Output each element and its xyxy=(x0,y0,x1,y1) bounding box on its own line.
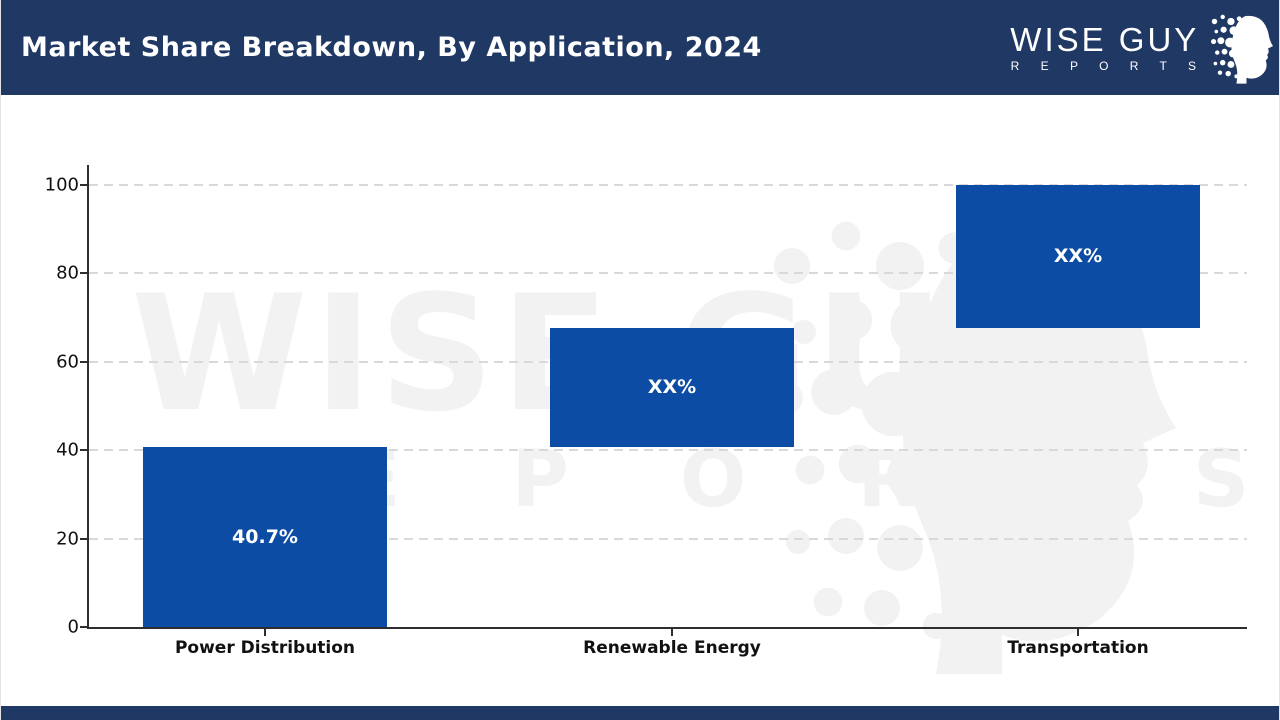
bar-renewable-energy: XX% xyxy=(550,327,794,448)
y-tick-label-60: 60 xyxy=(56,351,79,373)
gridline-100 xyxy=(89,184,1247,186)
bar-value-label: XX% xyxy=(1053,245,1103,268)
y-tick-0 xyxy=(80,626,88,628)
page-title: Market Share Breakdown, By Application, … xyxy=(21,32,762,63)
category-label-2: Transportation xyxy=(1007,638,1149,658)
x-tick-2 xyxy=(1077,629,1079,636)
x-axis xyxy=(87,627,1247,629)
bar-value-label: XX% xyxy=(647,376,697,399)
x-tick-1 xyxy=(671,629,673,636)
footer-bar xyxy=(1,706,1279,720)
y-tick-label-100: 100 xyxy=(44,174,79,196)
y-tick-80 xyxy=(80,272,88,275)
y-tick-label-0: 0 xyxy=(67,616,79,638)
dotted-face-icon xyxy=(1211,14,1273,84)
bar-transportation: XX% xyxy=(956,185,1200,328)
y-axis xyxy=(87,165,89,629)
gridline-20 xyxy=(89,537,1247,540)
gridline-80 xyxy=(89,272,1247,275)
y-tick-60 xyxy=(80,360,88,363)
gridline-40 xyxy=(89,449,1247,452)
y-tick-20 xyxy=(80,537,88,540)
y-tick-40 xyxy=(80,449,88,452)
logo-subtitle: R E P O R T S xyxy=(1010,59,1205,74)
wise-guy-logo: WISE GUY R E P O R T S xyxy=(1005,10,1273,86)
bar-power-distribution: 40.7% xyxy=(143,447,387,627)
y-tick-label-20: 20 xyxy=(56,528,79,550)
y-tick-label-80: 80 xyxy=(56,262,79,284)
header-bar: Market Share Breakdown, By Application, … xyxy=(1,0,1279,95)
category-label-1: Renewable Energy xyxy=(583,638,761,658)
bar-value-label: 40.7% xyxy=(232,526,298,549)
wise-guy-logo-text: WISE GUY R E P O R T S xyxy=(1005,20,1205,74)
logo-wordmark: WISE GUY xyxy=(1010,20,1200,58)
watermark-dotted-face-icon xyxy=(769,221,1176,674)
category-label-0: Power Distribution xyxy=(174,638,356,658)
y-tick-label-40: 40 xyxy=(56,439,79,461)
y-tick-100 xyxy=(80,184,88,186)
x-tick-0 xyxy=(264,629,266,636)
